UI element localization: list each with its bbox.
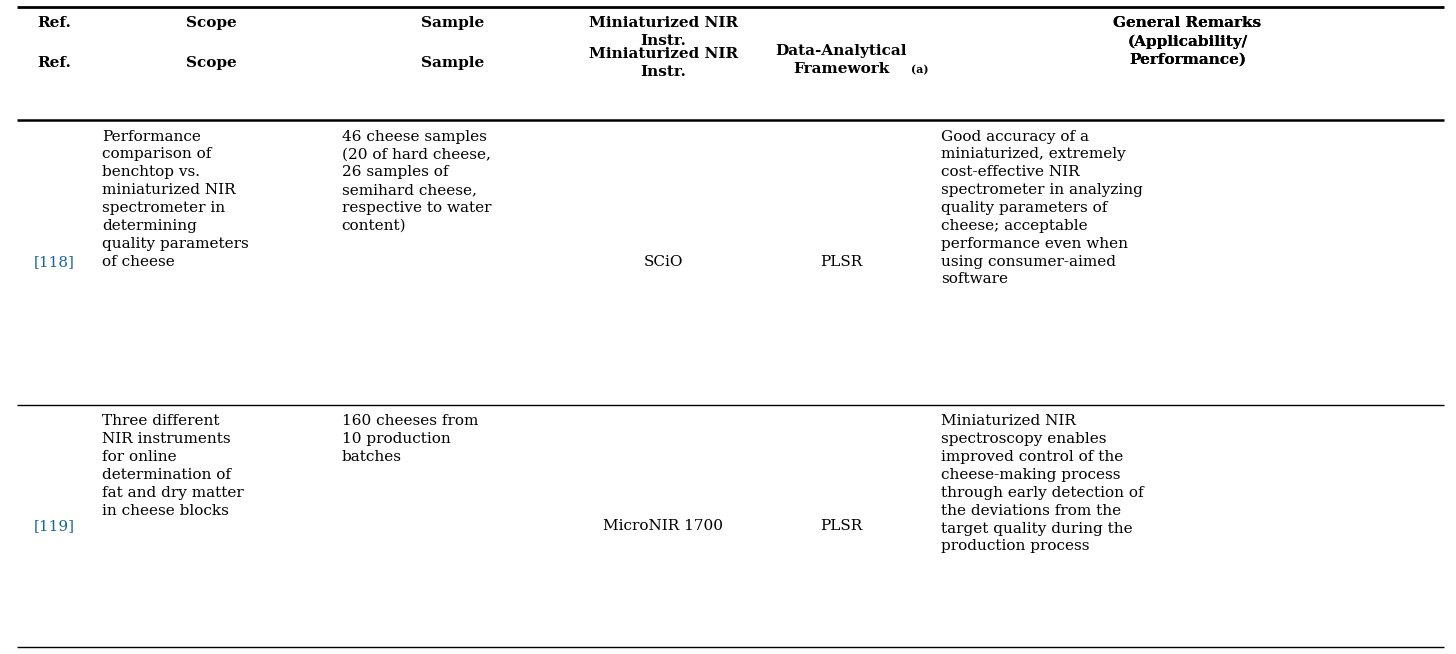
Text: MicroNIR 1700: MicroNIR 1700 xyxy=(603,519,724,533)
Text: Performance
comparison of
benchtop vs.
miniaturized NIR
spectrometer in
determin: Performance comparison of benchtop vs. m… xyxy=(102,129,249,269)
Text: Sample: Sample xyxy=(421,16,485,30)
Text: 160 cheeses from
10 production
batches: 160 cheeses from 10 production batches xyxy=(342,415,478,464)
Text: Scope: Scope xyxy=(186,16,237,30)
Text: Scope: Scope xyxy=(186,56,237,70)
Text: [118]: [118] xyxy=(33,255,76,269)
Text: 46 cheese samples
(20 of hard cheese,
26 samples of
semihard cheese,
respective : 46 cheese samples (20 of hard cheese, 26… xyxy=(342,129,491,233)
Text: Miniaturized NIR
spectroscopy enables
improved control of the
cheese-making proc: Miniaturized NIR spectroscopy enables im… xyxy=(941,415,1143,553)
Text: Miniaturized NIR
Instr.: Miniaturized NIR Instr. xyxy=(588,16,738,48)
Text: Data-Analytical
Framework: Data-Analytical Framework xyxy=(776,44,907,76)
Text: Ref.: Ref. xyxy=(38,16,71,30)
Text: Sample: Sample xyxy=(421,56,485,70)
Text: Ref.: Ref. xyxy=(38,56,71,70)
Text: Three different
NIR instruments
for online
determination of
fat and dry matter
i: Three different NIR instruments for onli… xyxy=(102,415,243,518)
Text: SCiO: SCiO xyxy=(644,255,683,269)
Text: PLSR: PLSR xyxy=(820,519,862,533)
Text: General Remarks
(Applicability/
Performance): General Remarks (Applicability/ Performa… xyxy=(1114,16,1261,67)
Text: Good accuracy of a
miniaturized, extremely
cost-effective NIR
spectrometer in an: Good accuracy of a miniaturized, extreme… xyxy=(941,129,1143,286)
Text: [119]: [119] xyxy=(33,519,76,533)
Text: General Remarks
(Applicability/
Performance): General Remarks (Applicability/ Performa… xyxy=(1114,16,1261,67)
Text: Miniaturized NIR
Instr.: Miniaturized NIR Instr. xyxy=(588,47,738,79)
Text: (a): (a) xyxy=(911,64,929,75)
Text: PLSR: PLSR xyxy=(820,255,862,269)
